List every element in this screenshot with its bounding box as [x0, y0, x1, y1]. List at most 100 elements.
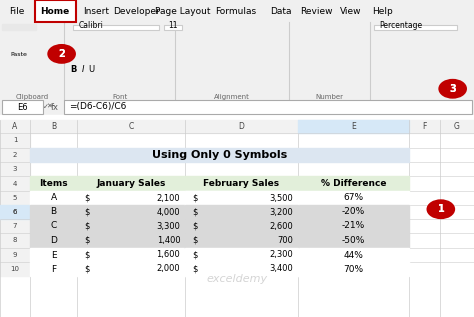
Text: 3,400: 3,400 — [270, 264, 293, 274]
Text: D: D — [50, 236, 57, 245]
Bar — [77, 233, 185, 248]
Bar — [77, 191, 185, 205]
Text: E: E — [351, 122, 356, 131]
Bar — [263, 0, 299, 22]
Bar — [298, 262, 409, 276]
Text: $: $ — [192, 264, 198, 274]
Bar — [0, 191, 30, 205]
Text: Developer: Developer — [113, 7, 160, 16]
Text: Home: Home — [41, 7, 70, 16]
FancyBboxPatch shape — [73, 25, 159, 30]
Text: 2,600: 2,600 — [270, 222, 293, 230]
Bar — [298, 219, 409, 233]
Text: February Sales: February Sales — [203, 179, 280, 188]
Text: 6: 6 — [13, 209, 17, 215]
Text: D: D — [238, 122, 245, 131]
Text: A: A — [12, 122, 18, 131]
Text: Number: Number — [315, 94, 344, 100]
Bar — [298, 233, 409, 248]
Text: 9: 9 — [13, 252, 17, 258]
Bar — [76, 0, 116, 22]
Text: 3,200: 3,200 — [270, 208, 293, 217]
Text: $: $ — [192, 236, 198, 245]
Text: 44%: 44% — [275, 250, 293, 260]
Text: $: $ — [192, 208, 198, 217]
Text: 1: 1 — [13, 138, 17, 144]
Bar — [298, 248, 409, 262]
Bar — [298, 205, 409, 219]
Bar — [185, 219, 298, 233]
Text: F: F — [422, 122, 427, 131]
Text: 1: 1 — [438, 204, 444, 214]
Bar — [298, 191, 409, 205]
Text: E: E — [51, 250, 56, 260]
Bar — [77, 262, 185, 276]
Bar — [185, 233, 298, 248]
Text: 70%: 70% — [344, 264, 364, 274]
Text: Using Only 0 Symbols: Using Only 0 Symbols — [152, 150, 287, 160]
Bar — [116, 0, 156, 22]
Text: 10: 10 — [10, 266, 19, 272]
Text: 3: 3 — [449, 84, 456, 94]
Text: $: $ — [84, 193, 90, 203]
Bar — [185, 191, 298, 205]
Text: -50%: -50% — [342, 236, 365, 245]
Bar — [299, 0, 334, 22]
Bar — [0, 0, 35, 22]
Bar — [0, 133, 30, 148]
Bar — [185, 248, 298, 262]
Text: View: View — [340, 7, 362, 16]
Text: 67%: 67% — [274, 193, 293, 203]
Text: ✕: ✕ — [46, 104, 52, 110]
Bar — [185, 176, 298, 191]
Text: % Difference: % Difference — [321, 179, 386, 188]
Bar — [185, 176, 298, 191]
Bar — [0, 115, 474, 317]
Text: Items: Items — [39, 179, 68, 188]
Bar — [185, 262, 298, 276]
Bar — [0, 120, 30, 133]
Text: $: $ — [192, 250, 198, 260]
Bar — [2, 23, 36, 30]
Text: $: $ — [192, 264, 198, 274]
Text: 2,300: 2,300 — [270, 250, 293, 260]
Bar — [0, 0, 474, 195]
Bar — [30, 233, 77, 248]
Text: 4,000: 4,000 — [156, 208, 180, 217]
Bar — [409, 120, 440, 133]
Bar — [77, 176, 185, 191]
Bar — [30, 262, 77, 276]
Bar — [185, 248, 298, 262]
Text: $: $ — [84, 222, 90, 230]
Bar — [185, 191, 298, 205]
Bar — [0, 248, 30, 262]
Bar — [185, 233, 298, 248]
Bar — [30, 248, 77, 262]
Text: 1,600: 1,600 — [156, 250, 180, 260]
Bar — [440, 120, 474, 133]
Text: B: B — [51, 122, 56, 131]
Text: I: I — [82, 66, 84, 74]
Text: Paste: Paste — [10, 53, 27, 57]
Bar — [30, 219, 77, 233]
Text: Font: Font — [112, 94, 128, 100]
Bar — [185, 191, 298, 205]
Text: -20%: -20% — [272, 208, 293, 217]
Text: 1: 1 — [438, 204, 444, 214]
Bar — [77, 233, 185, 248]
Bar — [185, 219, 298, 233]
Text: -20%: -20% — [342, 208, 365, 217]
FancyBboxPatch shape — [64, 100, 472, 114]
Bar — [185, 219, 298, 233]
Circle shape — [428, 200, 454, 218]
Bar — [185, 233, 298, 248]
Text: -50%: -50% — [272, 236, 293, 245]
Bar — [77, 176, 185, 191]
Bar — [35, 0, 76, 22]
Text: 5: 5 — [13, 195, 17, 201]
Bar — [0, 22, 474, 100]
Bar — [77, 248, 185, 262]
Bar — [298, 248, 409, 262]
Text: $: $ — [192, 222, 198, 230]
Bar — [0, 162, 30, 176]
